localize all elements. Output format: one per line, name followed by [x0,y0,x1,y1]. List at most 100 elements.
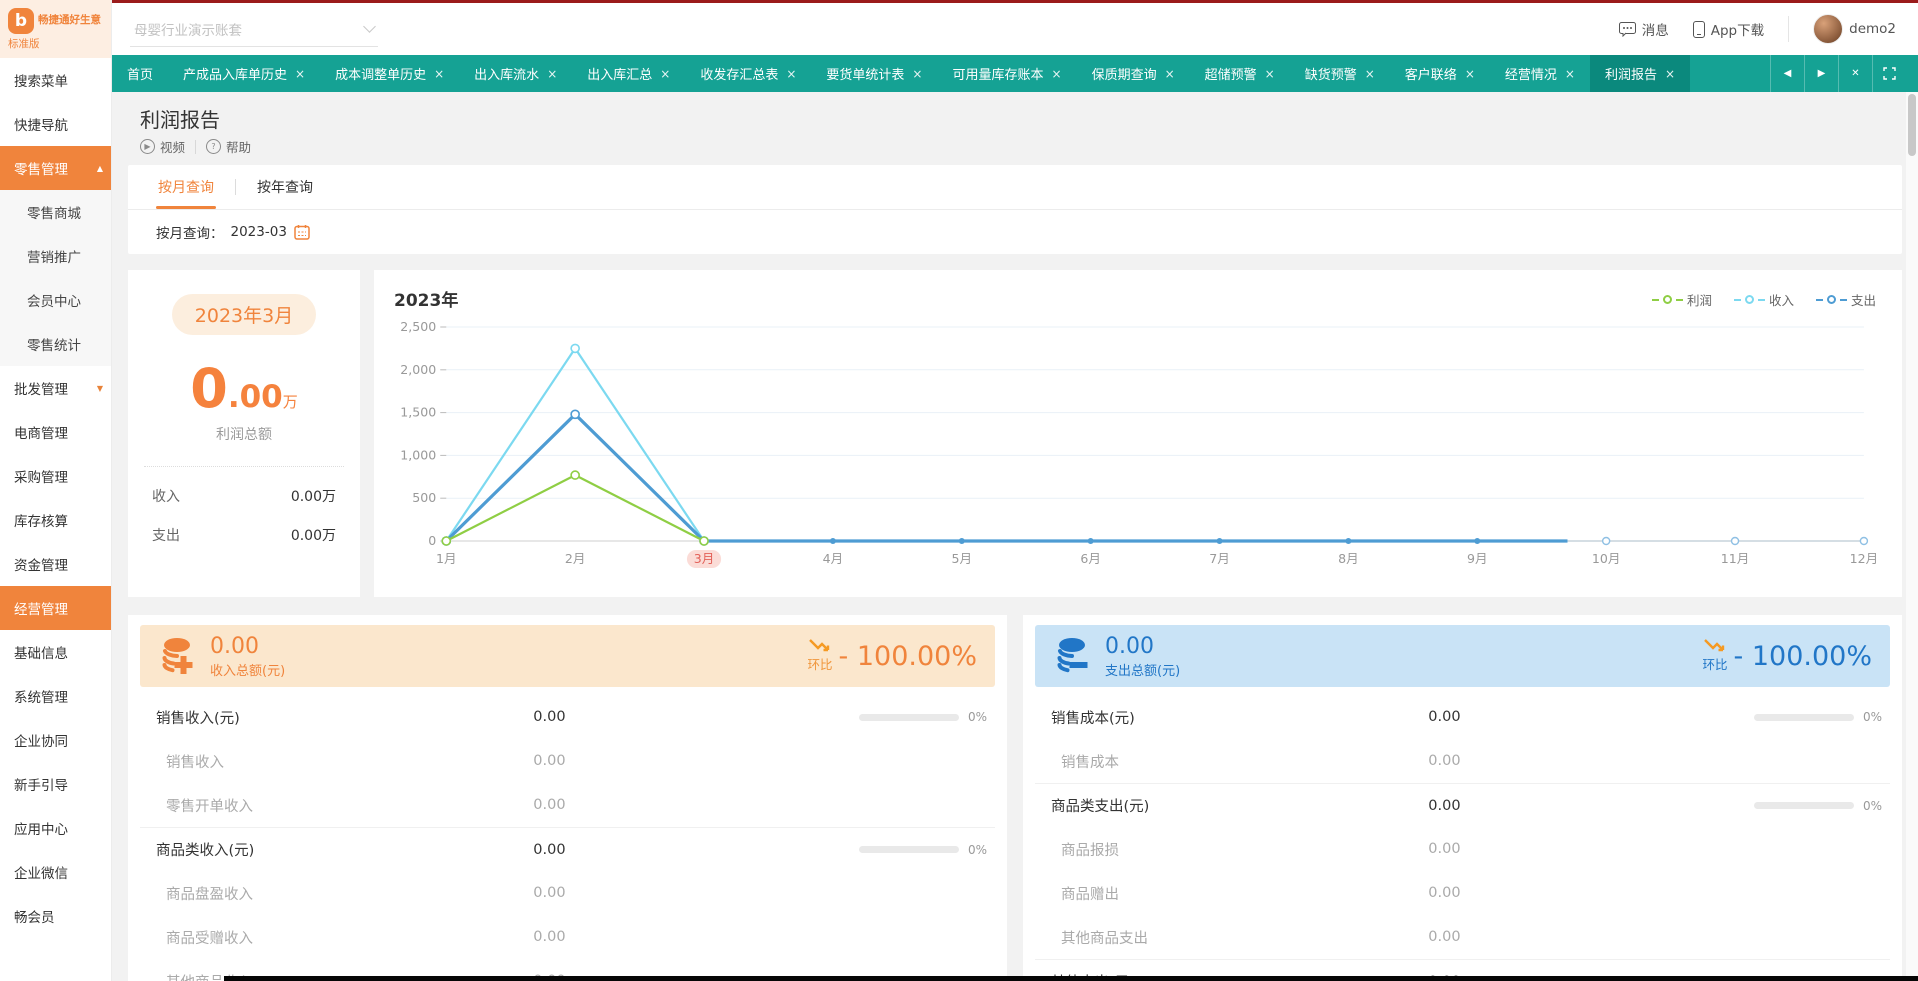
tab-close-icon[interactable]: × [912,66,923,81]
x-axis-tick[interactable]: 5月 [952,551,973,566]
sidebar-item[interactable]: 企业协同 [0,718,111,762]
sidebar-item[interactable]: 电商管理 [0,410,111,454]
sidebar-item[interactable]: 零售管理 ▲ [0,146,111,190]
sidebar: b 畅捷通好生意 标准版 搜索菜单 快捷导航 零售管理 ▲ 零售商城 营销推广 会员中心 零售… [0,0,112,981]
sidebar-item[interactable]: 采购管理 [0,454,111,498]
data-point[interactable] [699,536,709,546]
row-label: 商品类收入(元) [156,843,255,859]
tab-label: 保质期查询 [1091,68,1157,83]
tabs-scroll-right-button[interactable]: ▶ [1804,55,1838,92]
document-tab[interactable]: 缺货预警 × [1290,55,1390,92]
tab-close-icon[interactable]: × [1564,66,1575,81]
sidebar-item[interactable]: 企业微信 [0,850,111,894]
x-axis-tick[interactable]: 8月 [1338,551,1359,566]
legend-item[interactable]: 支出 [1815,290,1876,309]
document-tab[interactable]: 保质期查询 × [1077,55,1190,92]
date-filter-value[interactable]: 2023-03 [230,224,287,240]
x-axis-tick[interactable]: 12月 [1850,551,1879,566]
vertical-scrollbar[interactable] [1906,92,1918,981]
document-tab[interactable]: 利润报告 × [1589,55,1691,92]
data-point[interactable] [829,538,836,544]
user-menu[interactable]: demo2 [1813,14,1896,44]
sidebar-item[interactable]: 快捷导航 [0,102,111,146]
data-point[interactable] [1216,538,1223,544]
tab-close-icon[interactable]: × [1464,66,1475,81]
x-axis-tick[interactable]: 3月 [694,551,715,566]
sidebar-item[interactable]: 零售统计 [0,322,111,366]
tab-close-icon[interactable]: × [547,66,558,81]
query-panel: 按月查询 按年查询 按月查询： 2023-03 [128,165,1902,254]
tab-close-icon[interactable]: × [295,66,306,81]
x-axis-tick[interactable]: 6月 [1080,551,1101,566]
row-label: 商品类支出(元) [1051,799,1150,815]
x-axis-tick[interactable]: 11月 [1721,551,1750,566]
sidebar-item[interactable]: 会员中心 [0,278,111,322]
row-progress: 0% [1753,799,1890,813]
table-row: 其他商品支出 0.00 [1035,915,1890,959]
account-select[interactable]: 母婴行业演示账套 [130,12,378,47]
x-axis-tick[interactable]: 2月 [565,551,586,566]
document-tab[interactable]: 出入库汇总 × [572,55,685,92]
sidebar-item[interactable]: 批发管理 ▼ [0,366,111,410]
sidebar-item[interactable]: 零售商城 [0,190,111,234]
document-tab[interactable]: 经营情况 × [1490,55,1590,92]
data-point[interactable] [570,343,580,354]
sidebar-item[interactable]: 应用中心 [0,806,111,850]
data-point[interactable] [570,470,580,480]
data-point[interactable] [441,536,452,546]
x-axis-tick[interactable]: 4月 [823,551,844,566]
tab-close-icon[interactable]: × [660,66,671,81]
data-point[interactable] [1474,538,1481,544]
app-download-button[interactable]: App下载 [1692,19,1764,39]
sidebar-item[interactable]: 基础信息 [0,630,111,674]
tab-query-by-month[interactable]: 按月查询 [156,165,216,209]
sidebar-item[interactable]: 搜索菜单 [0,58,111,102]
sidebar-item-label: 会员中心 [27,294,81,310]
sidebar-item[interactable]: 新手引导 [0,762,111,806]
tab-close-icon[interactable]: × [1164,66,1175,81]
sidebar-item[interactable]: 经营管理 [0,586,111,630]
tab-close-icon[interactable]: × [1664,66,1676,81]
tab-close-icon[interactable]: × [434,66,445,81]
tab-close-icon[interactable]: × [1051,66,1062,81]
help-button[interactable]: ? 帮助 [206,137,251,156]
tabs-close-button[interactable]: ✕ [1838,55,1872,92]
tab-query-by-year[interactable]: 按年查询 [257,180,313,196]
document-tab[interactable]: 成本调整单历史 × [320,55,459,92]
chevron-down-icon: ▼ [96,383,103,393]
tabs-scroll-left-button[interactable]: ◀ [1770,55,1804,92]
sidebar-item[interactable]: 系统管理 [0,674,111,718]
data-point[interactable] [1087,538,1094,544]
video-help-button[interactable]: ▶ 视频 [140,137,185,156]
tab-close-icon[interactable]: × [1264,66,1275,81]
scrollbar-thumb[interactable] [1908,94,1916,156]
sidebar-item[interactable]: 营销推广 [0,234,111,278]
document-tab[interactable]: 客户联络 × [1390,55,1490,92]
sidebar-item[interactable]: 畅会员 [0,894,111,938]
document-tab[interactable]: 产成品入库单历史 × [168,55,320,92]
x-axis-tick[interactable]: 9月 [1467,551,1488,566]
x-axis-tick[interactable]: 10月 [1592,551,1621,566]
data-point[interactable] [958,538,965,544]
fullscreen-button[interactable] [1872,55,1906,92]
legend-item[interactable]: 利润 [1651,290,1712,309]
progress-bar [858,846,959,853]
document-tab[interactable]: 出入库流水 × [459,55,572,92]
document-tab[interactable]: 超储预警 × [1190,55,1290,92]
legend-item[interactable]: 收入 [1733,290,1794,309]
document-tab[interactable]: 首页 [112,55,168,92]
sidebar-item[interactable]: 库存核算 [0,498,111,542]
document-tab[interactable]: 收发存汇总表 × [685,55,811,92]
calendar-icon[interactable] [294,224,310,240]
data-point[interactable] [570,409,580,420]
data-point[interactable] [1345,538,1352,544]
sidebar-item[interactable]: 资金管理 [0,542,111,586]
document-tab[interactable]: 要货单统计表 × [811,55,937,92]
tab-close-icon[interactable]: × [786,66,797,81]
document-tab[interactable]: 可用量库存账本 × [937,55,1076,92]
tab-close-icon[interactable]: × [1364,66,1375,81]
top-stripe [112,0,1918,3]
messages-button[interactable]: 消息 [1618,19,1669,39]
x-axis-tick[interactable]: 1月 [436,551,457,566]
x-axis-tick[interactable]: 7月 [1209,551,1230,566]
